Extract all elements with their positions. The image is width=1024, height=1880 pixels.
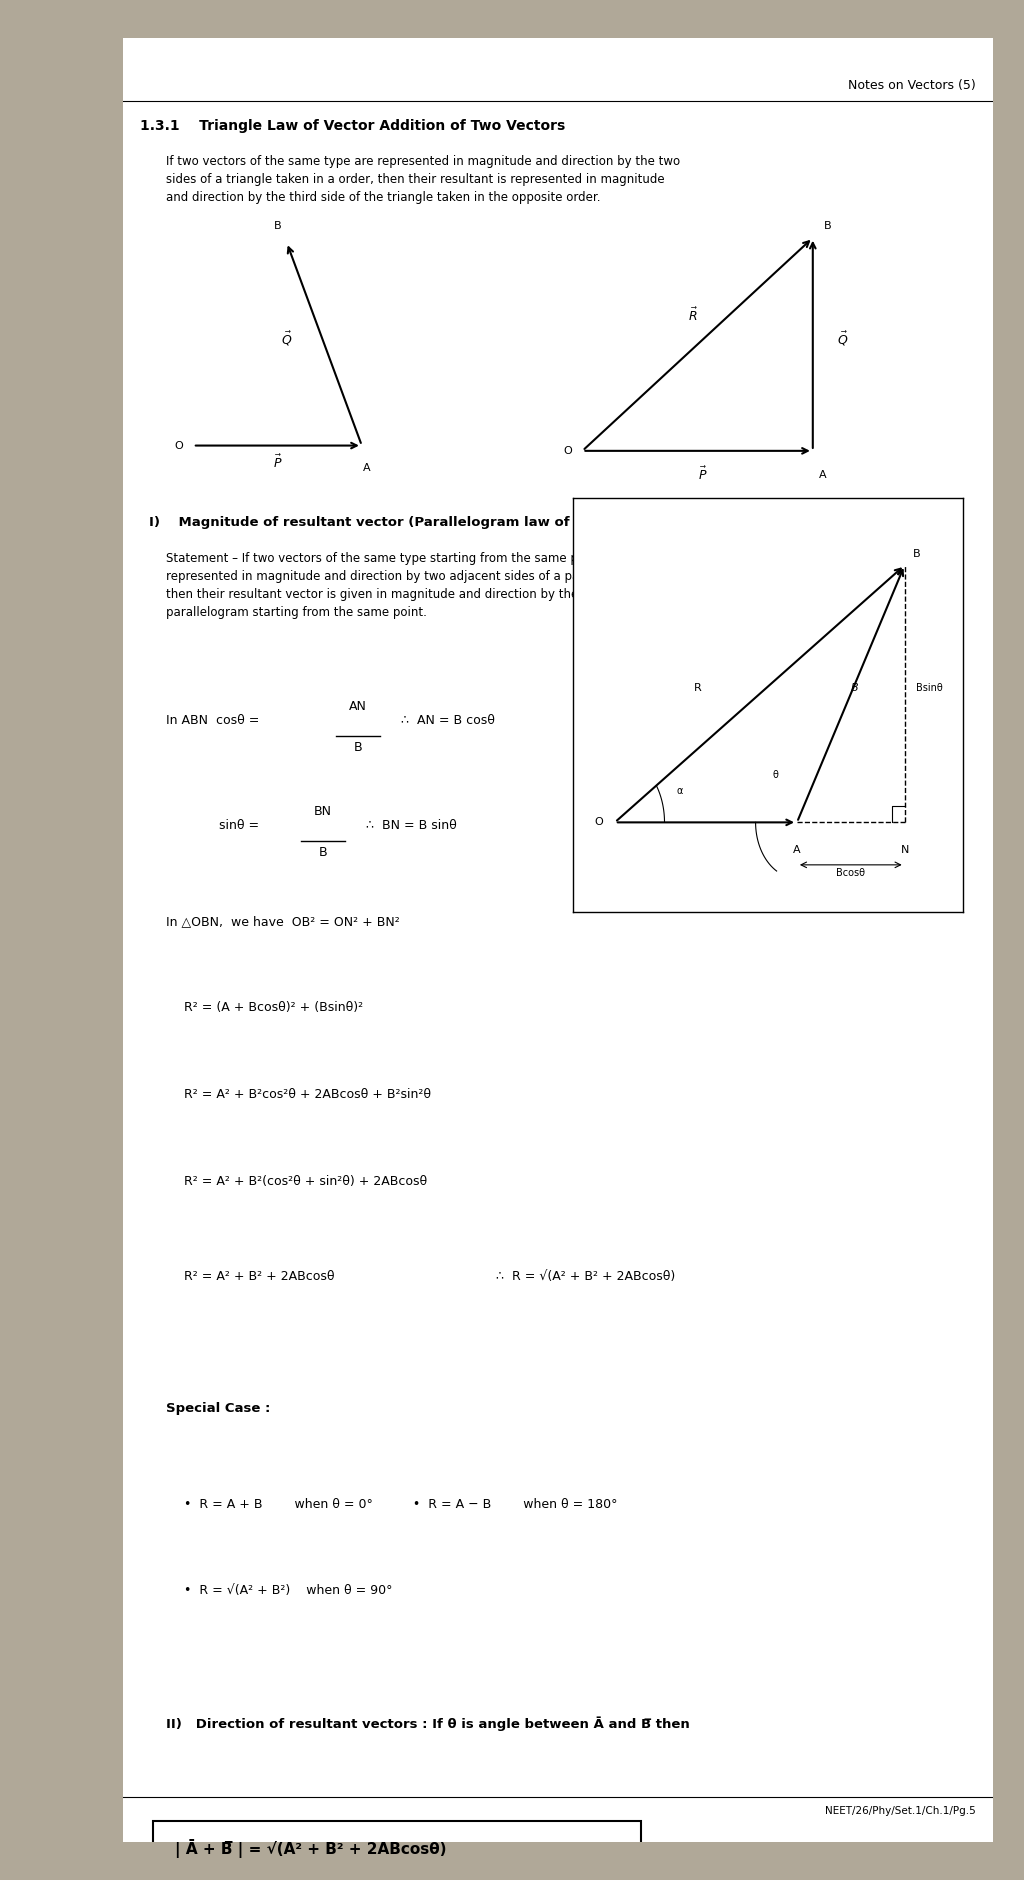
- Text: B: B: [823, 222, 831, 231]
- Text: A: A: [794, 846, 801, 855]
- Text: ∴  BN = B sinθ: ∴ BN = B sinθ: [358, 820, 457, 833]
- Text: R² = A² + B²(cos²θ + sin²θ) + 2ABcosθ: R² = A² + B²(cos²θ + sin²θ) + 2ABcosθ: [184, 1175, 427, 1188]
- Text: B: B: [273, 220, 282, 231]
- Text: R² = A² + B²cos²θ + 2ABcosθ + B²sin²θ: R² = A² + B²cos²θ + 2ABcosθ + B²sin²θ: [184, 1089, 431, 1102]
- Text: O: O: [594, 818, 603, 827]
- Text: $\vec{R}$: $\vec{R}$: [688, 306, 697, 323]
- Text: B: B: [913, 549, 921, 558]
- Text: R: R: [693, 682, 701, 694]
- Text: N: N: [900, 846, 908, 855]
- Text: O: O: [174, 440, 183, 451]
- Text: B: B: [353, 741, 362, 754]
- Text: AN: AN: [349, 699, 367, 713]
- Text: $\vec{P}$: $\vec{P}$: [272, 453, 282, 472]
- Text: BN: BN: [314, 805, 332, 818]
- Text: sinθ =: sinθ =: [219, 820, 263, 833]
- Text: R² = (A + Bcosθ)² + (Bsinθ)²: R² = (A + Bcosθ)² + (Bsinθ)²: [184, 1002, 362, 1015]
- Text: ∴  AN = B cosθ: ∴ AN = B cosθ: [393, 714, 495, 728]
- Text: O: O: [563, 446, 572, 455]
- Text: Bcosθ: Bcosθ: [837, 869, 865, 878]
- Text: θ: θ: [772, 769, 778, 780]
- Text: $\vec{P}$: $\vec{P}$: [697, 466, 708, 483]
- Text: B: B: [851, 682, 859, 694]
- Text: α: α: [677, 786, 683, 797]
- Text: •  R = A + B        when θ = 0°          •  R = A − B        when θ = 180°: • R = A + B when θ = 0° • R = A − B when…: [184, 1498, 617, 1512]
- Text: 1.3.1    Triangle Law of Vector Addition of Two Vectors: 1.3.1 Triangle Law of Vector Addition of…: [140, 118, 565, 133]
- Text: Bsinθ: Bsinθ: [916, 682, 943, 694]
- Text: $\vec{Q}$: $\vec{Q}$: [281, 329, 293, 348]
- Text: Special Case :: Special Case :: [166, 1402, 270, 1416]
- FancyBboxPatch shape: [154, 1820, 641, 1880]
- Text: II)   Direction of resultant vectors : If θ is angle between Ā and B̅ then: II) Direction of resultant vectors : If …: [166, 1716, 690, 1731]
- Text: •  R = √(A² + B²)    when θ = 90°: • R = √(A² + B²) when θ = 90°: [184, 1585, 392, 1598]
- Text: | Ā + B̅ | = √(A² + B² + 2ABcosθ): | Ā + B̅ | = √(A² + B² + 2ABcosθ): [175, 1839, 446, 1857]
- Text: A: A: [362, 462, 371, 474]
- Text: Notes on Vectors (5): Notes on Vectors (5): [848, 79, 976, 92]
- Text: In △OBN,  we have  OB² = ON² + BN²: In △OBN, we have OB² = ON² + BN²: [166, 916, 400, 927]
- Text: R² = A² + B² + 2ABcosθ: R² = A² + B² + 2ABcosθ: [184, 1271, 334, 1284]
- Text: I)    Magnitude of resultant vector (Parallelogram law of Vector addition): I) Magnitude of resultant vector (Parall…: [150, 515, 695, 528]
- Text: In ABN  cosθ =: In ABN cosθ =: [166, 714, 264, 728]
- Text: A: A: [818, 470, 826, 479]
- Text: B: B: [318, 846, 328, 859]
- Text: $\vec{Q}$: $\vec{Q}$: [837, 329, 848, 348]
- Text: NEET/26/Phy/Set.1/Ch.1/Pg.5: NEET/26/Phy/Set.1/Ch.1/Pg.5: [825, 1807, 976, 1816]
- Text: If two vectors of the same type are represented in magnitude and direction by th: If two vectors of the same type are repr…: [166, 154, 681, 203]
- Text: Statement – If two vectors of the same type starting from the same point, are
re: Statement – If two vectors of the same t…: [166, 553, 672, 619]
- Text: ∴  R = √(A² + B² + 2ABcosθ): ∴ R = √(A² + B² + 2ABcosθ): [488, 1271, 676, 1284]
